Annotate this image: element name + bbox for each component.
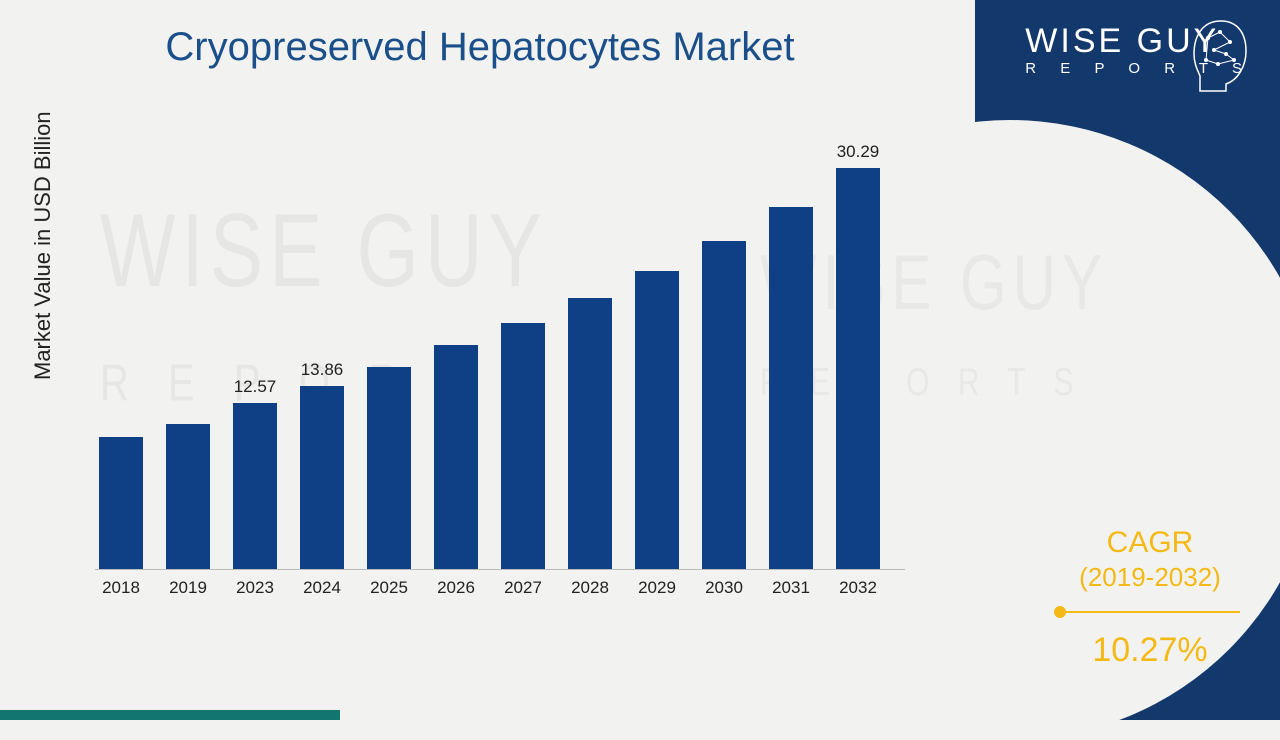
bar-value-label: 12.57 xyxy=(215,377,295,397)
cagr-value: 10.27% xyxy=(1020,631,1280,670)
bar-chart: 12.5713.8630.29 201820192023202420252026… xyxy=(95,160,905,610)
bar xyxy=(702,241,746,569)
x-tick-label: 2028 xyxy=(557,578,623,598)
cagr-block: CAGR (2019-2032) 10.27% xyxy=(1020,526,1280,670)
x-tick-label: 2027 xyxy=(490,578,556,598)
bar xyxy=(367,367,411,569)
bar xyxy=(99,437,143,569)
x-tick-label: 2024 xyxy=(289,578,355,598)
bar xyxy=(166,424,210,569)
brand-logo: WISE GUY R E P O R T S xyxy=(1025,24,1252,77)
cagr-divider xyxy=(1060,611,1240,613)
cagr-label: CAGR xyxy=(1020,526,1280,560)
cagr-period: (2019-2032) xyxy=(1020,562,1280,593)
x-tick-label: 2023 xyxy=(222,578,288,598)
bar xyxy=(769,207,813,569)
x-tick-label: 2019 xyxy=(155,578,221,598)
x-tick-label: 2025 xyxy=(356,578,422,598)
y-axis-label: Market Value in USD Billion xyxy=(30,111,56,380)
bar-value-label: 30.29 xyxy=(818,142,898,162)
bar xyxy=(836,168,880,569)
bar xyxy=(568,298,612,569)
bar-value-label: 13.86 xyxy=(282,360,362,380)
x-tick-label: 2026 xyxy=(423,578,489,598)
chart-title: Cryopreserved Hepatocytes Market xyxy=(0,25,960,70)
bottom-accent-bar xyxy=(0,710,340,720)
x-tick-label: 2018 xyxy=(88,578,154,598)
plot-area: 12.5713.8630.29 xyxy=(95,160,905,570)
brain-head-icon xyxy=(1186,16,1256,96)
x-tick-label: 2030 xyxy=(691,578,757,598)
bar xyxy=(635,271,679,569)
x-tick-label: 2032 xyxy=(825,578,891,598)
bar xyxy=(300,386,344,569)
bar xyxy=(501,323,545,569)
x-tick-label: 2031 xyxy=(758,578,824,598)
bar xyxy=(434,345,478,569)
bar xyxy=(233,403,277,569)
x-tick-label: 2029 xyxy=(624,578,690,598)
